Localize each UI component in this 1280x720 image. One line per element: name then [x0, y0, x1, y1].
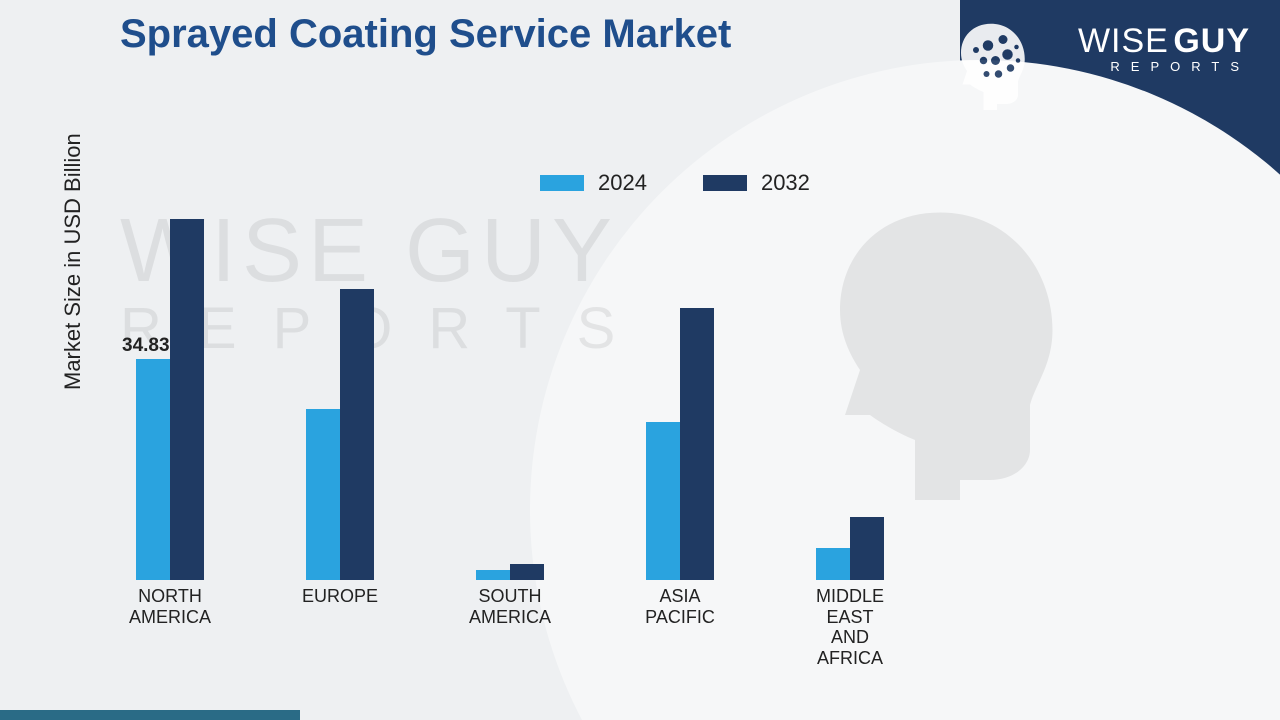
category-label: EUROPE [280, 586, 400, 607]
bar-2032 [340, 289, 374, 580]
category-label: SOUTH AMERICA [450, 586, 570, 627]
legend: 2024 2032 [540, 170, 810, 196]
legend-item-2032: 2032 [703, 170, 810, 196]
bottom-accent-bar [0, 710, 300, 720]
bar-2024 [816, 548, 850, 580]
logo-word-2: GUY [1173, 22, 1250, 60]
legend-swatch-2024 [540, 175, 584, 191]
category-label: ASIA PACIFIC [620, 586, 740, 627]
bar-2032 [510, 564, 544, 580]
bar-2024 [136, 359, 170, 580]
logo-head-icon [952, 20, 1030, 110]
bar-2024 [306, 409, 340, 580]
bar-2024 [476, 570, 510, 580]
category-label: NORTH AMERICA [110, 586, 230, 627]
page-title: Sprayed Coating Service Market [120, 12, 731, 57]
bar-2032 [680, 308, 714, 580]
legend-label-2024: 2024 [598, 170, 647, 196]
bar-2032 [170, 219, 204, 580]
category-label: MIDDLE EAST AND AFRICA [790, 586, 910, 669]
legend-swatch-2032 [703, 175, 747, 191]
bar-value-label: 34.83 [122, 335, 170, 357]
y-axis-label: Market Size in USD Billion [60, 133, 86, 390]
bar-2024 [646, 422, 680, 580]
brand-logo: WISE GUY REPORTS [1078, 24, 1250, 73]
legend-item-2024: 2024 [540, 170, 647, 196]
bar-2032 [850, 517, 884, 580]
logo-word-1: WISE [1078, 22, 1169, 60]
logo-subtitle: REPORTS [1078, 60, 1250, 73]
chart-plot-area: 34.83 [110, 200, 930, 580]
legend-label-2032: 2032 [761, 170, 810, 196]
